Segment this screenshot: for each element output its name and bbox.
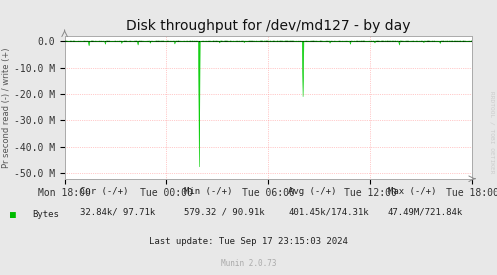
Text: Last update: Tue Sep 17 23:15:03 2024: Last update: Tue Sep 17 23:15:03 2024	[149, 238, 348, 246]
Text: Cur (-/+): Cur (-/+)	[80, 187, 128, 196]
Text: ■: ■	[10, 210, 16, 219]
Text: Min (-/+): Min (-/+)	[184, 187, 232, 196]
Y-axis label: Pr second read (-) / write (+): Pr second read (-) / write (+)	[2, 47, 11, 167]
Title: Disk throughput for /dev/md127 - by day: Disk throughput for /dev/md127 - by day	[126, 19, 411, 33]
Text: RRDTOOL / TOBI OETIKER: RRDTOOL / TOBI OETIKER	[490, 91, 495, 173]
Text: Max (-/+): Max (-/+)	[388, 187, 436, 196]
Text: Bytes: Bytes	[32, 210, 59, 219]
Text: Avg (-/+): Avg (-/+)	[288, 187, 336, 196]
Text: 579.32 / 90.91k: 579.32 / 90.91k	[184, 208, 264, 216]
Text: 47.49M/721.84k: 47.49M/721.84k	[388, 208, 463, 216]
Text: 401.45k/174.31k: 401.45k/174.31k	[288, 208, 369, 216]
Text: 32.84k/ 97.71k: 32.84k/ 97.71k	[80, 208, 155, 216]
Text: Munin 2.0.73: Munin 2.0.73	[221, 260, 276, 268]
